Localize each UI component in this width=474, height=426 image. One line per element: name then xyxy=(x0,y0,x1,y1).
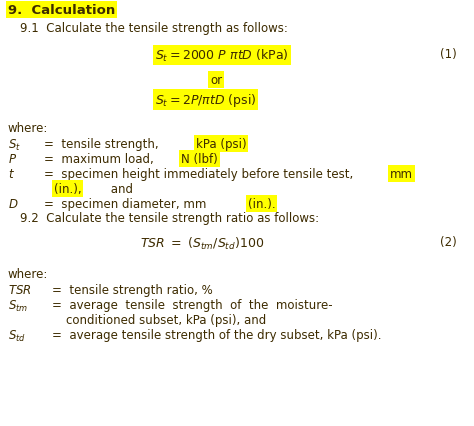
Text: $S_{td}$: $S_{td}$ xyxy=(8,328,26,343)
Text: 9.2  Calculate the tensile strength ratio as follows:: 9.2 Calculate the tensile strength ratio… xyxy=(20,211,319,225)
Text: mm: mm xyxy=(390,167,413,181)
Text: $S_t = 2000\ P\ \pi tD\ \mathrm{(kPa)}$: $S_t = 2000\ P\ \pi tD\ \mathrm{(kPa)}$ xyxy=(155,48,289,64)
Text: conditioned subset, kPa (psi), and: conditioned subset, kPa (psi), and xyxy=(66,313,266,326)
Text: (1): (1) xyxy=(440,48,457,61)
Text: $S_{tm}$: $S_{tm}$ xyxy=(8,298,28,314)
Text: $t$: $t$ xyxy=(8,167,15,181)
Text: where:: where: xyxy=(8,122,48,135)
Text: $TSR$: $TSR$ xyxy=(8,283,32,296)
Text: kPa (psi): kPa (psi) xyxy=(196,138,246,151)
Text: (2): (2) xyxy=(440,236,457,248)
Text: (in.),: (in.), xyxy=(54,183,82,196)
Text: =  tensile strength ratio, %: = tensile strength ratio, % xyxy=(52,283,213,296)
Text: $D$: $D$ xyxy=(8,198,18,210)
Text: 9.1  Calculate the tensile strength as follows:: 9.1 Calculate the tensile strength as fo… xyxy=(20,22,288,35)
Text: =  maximum load,: = maximum load, xyxy=(44,153,157,166)
Text: $S_t = 2P/\pi tD\ \mathrm{(psi)}$: $S_t = 2P/\pi tD\ \mathrm{(psi)}$ xyxy=(155,92,256,109)
Text: where:: where: xyxy=(8,268,48,280)
Text: N (lbf): N (lbf) xyxy=(181,153,218,166)
Text: =  specimen diameter, mm: = specimen diameter, mm xyxy=(44,198,210,210)
Text: or: or xyxy=(210,74,222,87)
Text: $S_t$: $S_t$ xyxy=(8,138,21,153)
Text: (in.).: (in.). xyxy=(248,198,275,210)
Text: =  specimen height immediately before tensile test,: = specimen height immediately before ten… xyxy=(44,167,357,181)
Text: $P$: $P$ xyxy=(8,153,17,166)
Text: =  average tensile strength of the dry subset, kPa (psi).: = average tensile strength of the dry su… xyxy=(52,328,382,341)
Text: =  tensile strength,: = tensile strength, xyxy=(44,138,163,151)
Text: and: and xyxy=(107,183,133,196)
Text: 9.  Calculation: 9. Calculation xyxy=(8,4,115,17)
Text: $TSR\ =\ (S_{tm}/S_{td})100$: $TSR\ =\ (S_{tm}/S_{td})100$ xyxy=(140,236,264,251)
Text: =  average  tensile  strength  of  the  moisture-: = average tensile strength of the moistu… xyxy=(52,298,333,311)
